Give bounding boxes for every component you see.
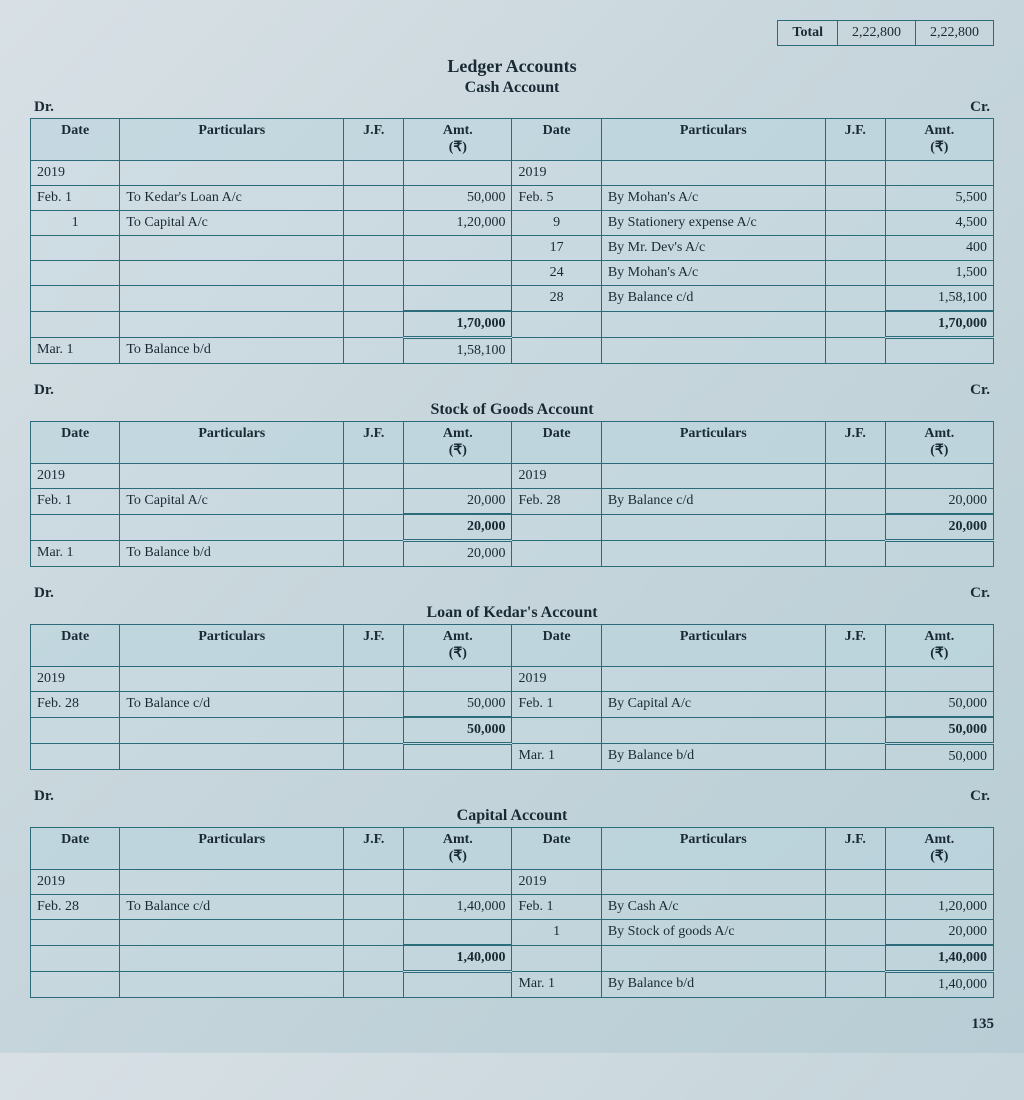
table-row: 1By Stock of goods A/c20,000	[31, 920, 994, 946]
hdr-date-r: Date	[512, 119, 601, 161]
total-row: 1,40,000 1,40,000	[31, 945, 994, 972]
cash-title: Cash Account	[30, 79, 994, 97]
table-row: 2019 2019	[31, 667, 994, 692]
cr-label: Cr.	[970, 585, 990, 602]
table-row: Feb. 1To Capital A/c20,000 Feb. 28By Bal…	[31, 489, 994, 515]
loan-account-block: Dr. Cr. Loan of Kedar's Account Date Par…	[30, 585, 994, 770]
table-row: 2019 2019	[31, 464, 994, 489]
total-row: 1,70,000 1,70,000	[31, 311, 994, 338]
top-total-left: 2,22,800	[838, 21, 916, 46]
total-row: 50,000 50,000	[31, 717, 994, 744]
top-totals-table: Total 2,22,800 2,22,800	[777, 20, 994, 46]
hdr-jf: J.F.	[344, 119, 404, 161]
dr-label: Dr.	[34, 788, 54, 805]
top-total-right: 2,22,800	[916, 21, 994, 46]
table-row: 28By Balance c/d1,58,100	[31, 286, 994, 312]
capital-ledger-table: Date Particulars J.F. Amt.(₹) Date Parti…	[30, 827, 994, 998]
table-row: 2019 2019	[31, 161, 994, 186]
table-row: Feb. 1To Kedar's Loan A/c50,000 Feb. 5By…	[31, 186, 994, 211]
top-total-label: Total	[778, 21, 838, 46]
ledger-heading: Ledger Accounts	[30, 56, 994, 77]
dr-label: Dr.	[34, 99, 54, 116]
dr-label: Dr.	[34, 382, 54, 399]
table-row: Mar. 1By Balance b/d1,40,000	[31, 972, 994, 998]
table-row: 17By Mr. Dev's A/c400	[31, 236, 994, 261]
capital-account-block: Dr. Cr. Capital Account Date Particulars…	[30, 788, 994, 998]
table-row: Mar. 1By Balance b/d50,000	[31, 744, 994, 770]
hdr-amt: Amt.(₹)	[404, 119, 512, 161]
table-row: Feb. 28To Balance c/d1,40,000 Feb. 1By C…	[31, 895, 994, 920]
stock-title: Stock of Goods Account	[30, 401, 994, 419]
hdr-date: Date	[31, 119, 120, 161]
loan-title: Loan of Kedar's Account	[30, 604, 994, 622]
hdr-part-r: Particulars	[601, 119, 825, 161]
cr-label: Cr.	[970, 788, 990, 805]
hdr-part: Particulars	[120, 119, 344, 161]
stock-account-block: Dr. Cr. Stock of Goods Account Date Part…	[30, 382, 994, 567]
table-row: Feb. 28To Balance c/d50,000 Feb. 1By Cap…	[31, 692, 994, 718]
hdr-amt-r: Amt.(₹)	[885, 119, 993, 161]
cr-label: Cr.	[970, 99, 990, 116]
stock-ledger-table: Date Particulars J.F. Amt.(₹) Date Parti…	[30, 421, 994, 567]
table-row: Mar. 1To Balance b/d1,58,100	[31, 338, 994, 364]
cash-ledger-table: Date Particulars J.F. Amt.(₹) Date Parti…	[30, 118, 994, 364]
hdr-jf-r: J.F.	[825, 119, 885, 161]
page-number: 135	[30, 1016, 994, 1033]
cash-account-block: Cash Account Dr. Cr. Date Particulars J.…	[30, 79, 994, 364]
table-row: 24By Mohan's A/c1,500	[31, 261, 994, 286]
capital-title: Capital Account	[30, 807, 994, 825]
dr-label: Dr.	[34, 585, 54, 602]
total-row: 20,000 20,000	[31, 514, 994, 541]
table-row: 2019 2019	[31, 870, 994, 895]
table-row: 1To Capital A/c1,20,000 9By Stationery e…	[31, 211, 994, 236]
table-row: Mar. 1To Balance b/d20,000	[31, 541, 994, 567]
cr-label: Cr.	[970, 382, 990, 399]
loan-ledger-table: Date Particulars J.F. Amt.(₹) Date Parti…	[30, 624, 994, 770]
